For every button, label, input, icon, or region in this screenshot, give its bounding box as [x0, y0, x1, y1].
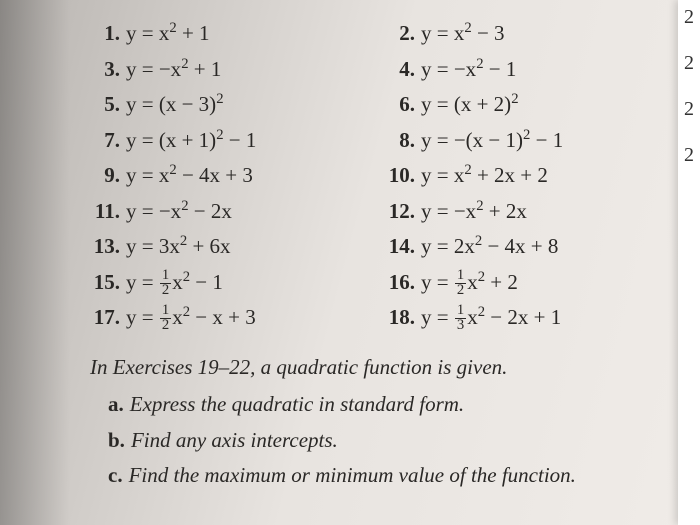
problem-number: 14.: [385, 231, 415, 263]
problem-number: 11.: [90, 196, 120, 228]
problem-grid: 1.y = x2 + 1 2.y = x2 − 3 3.y = −x2 + 1 …: [90, 18, 660, 334]
instruction-part-a: a.Express the quadratic in standard form…: [108, 389, 660, 421]
problem-15: 15.y = 12x2 − 1: [90, 267, 365, 299]
problem-1: 1.y = x2 + 1: [90, 18, 365, 50]
part-label: b.: [108, 428, 125, 452]
problem-number: 10.: [385, 160, 415, 192]
edge-digit: 2: [684, 144, 694, 167]
problem-number: 4.: [385, 54, 415, 86]
problem-number: 2.: [385, 18, 415, 50]
problem-11: 11.y = −x2 − 2x: [90, 196, 365, 228]
problem-17: 17.y = 12x2 − x + 3: [90, 302, 365, 334]
problem-10: 10.y = x2 + 2x + 2: [385, 160, 660, 192]
problem-12: 12.y = −x2 + 2x: [385, 196, 660, 228]
problem-number: 16.: [385, 267, 415, 299]
problem-equation: y = x2 − 3: [421, 21, 505, 45]
part-text: Express the quadratic in standard form.: [130, 392, 464, 416]
instruction-lead: In Exercises 19–22, a quadratic function…: [90, 352, 660, 384]
problem-equation: y = 13x2 − 2x + 1: [421, 305, 561, 329]
problem-7: 7.y = (x + 1)2 − 1: [90, 125, 365, 157]
problem-13: 13.y = 3x2 + 6x: [90, 231, 365, 263]
problem-equation: y = −x2 − 1: [421, 57, 516, 81]
problem-number: 3.: [90, 54, 120, 86]
problem-number: 5.: [90, 89, 120, 121]
edge-digit: 2: [684, 52, 694, 75]
part-label: c.: [108, 463, 123, 487]
part-text: Find any axis intercepts.: [131, 428, 338, 452]
edge-digit: 2: [684, 98, 694, 121]
problem-equation: y = 3x2 + 6x: [126, 234, 231, 258]
problem-equation: y = −x2 + 2x: [421, 199, 527, 223]
problem-number: 8.: [385, 125, 415, 157]
instruction-part-c: c.Find the maximum or minimum value of t…: [108, 460, 660, 492]
problem-number: 17.: [90, 302, 120, 334]
problem-number: 18.: [385, 302, 415, 334]
problem-5: 5.y = (x − 3)2: [90, 89, 365, 121]
problem-equation: y = x2 + 1: [126, 21, 210, 45]
problem-9: 9.y = x2 − 4x + 3: [90, 160, 365, 192]
problem-equation: y = −x2 + 1: [126, 57, 221, 81]
problem-number: 1.: [90, 18, 120, 50]
instruction-part-b: b.Find any axis intercepts.: [108, 425, 660, 457]
problem-18: 18.y = 13x2 − 2x + 1: [385, 302, 660, 334]
textbook-page: 1.y = x2 + 1 2.y = x2 − 3 3.y = −x2 + 1 …: [0, 0, 700, 510]
problem-8: 8.y = −(x − 1)2 − 1: [385, 125, 660, 157]
problem-number: 9.: [90, 160, 120, 192]
problem-3: 3.y = −x2 + 1: [90, 54, 365, 86]
problem-equation: y = 2x2 − 4x + 8: [421, 234, 558, 258]
problem-number: 12.: [385, 196, 415, 228]
problem-equation: y = −(x − 1)2 − 1: [421, 128, 563, 152]
problem-number: 7.: [90, 125, 120, 157]
problem-4: 4.y = −x2 − 1: [385, 54, 660, 86]
problem-equation: y = (x − 3)2: [126, 92, 224, 116]
problem-6: 6.y = (x + 2)2: [385, 89, 660, 121]
problem-equation: y = −x2 − 2x: [126, 199, 232, 223]
problem-equation: y = 12x2 + 2: [421, 270, 518, 294]
problem-equation: y = 12x2 − 1: [126, 270, 223, 294]
problem-number: 15.: [90, 267, 120, 299]
edge-digit: 2: [684, 6, 694, 29]
problem-equation: y = 12x2 − x + 3: [126, 305, 256, 329]
problem-equation: y = (x + 2)2: [421, 92, 519, 116]
problem-2: 2.y = x2 − 3: [385, 18, 660, 50]
problem-14: 14.y = 2x2 − 4x + 8: [385, 231, 660, 263]
problem-equation: y = (x + 1)2 − 1: [126, 128, 256, 152]
problem-number: 6.: [385, 89, 415, 121]
problem-equation: y = x2 − 4x + 3: [126, 163, 253, 187]
problem-16: 16.y = 12x2 + 2: [385, 267, 660, 299]
problem-equation: y = x2 + 2x + 2: [421, 163, 548, 187]
part-text: Find the maximum or minimum value of the…: [129, 463, 576, 487]
part-label: a.: [108, 392, 124, 416]
problem-number: 13.: [90, 231, 120, 263]
next-page-edge: 2 2 2 2: [678, 0, 700, 525]
